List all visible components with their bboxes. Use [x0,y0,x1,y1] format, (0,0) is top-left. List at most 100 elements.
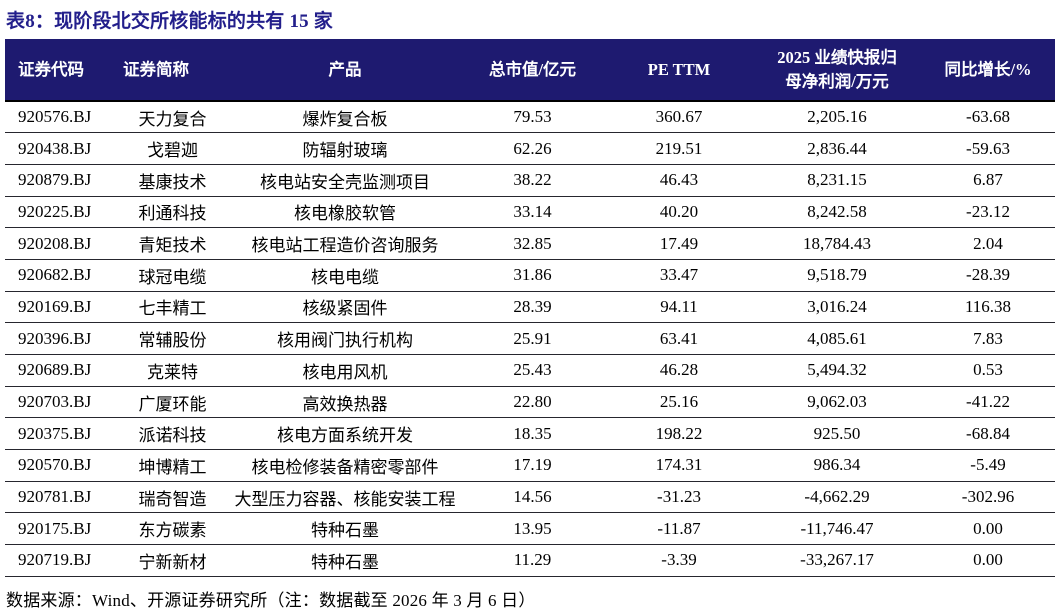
table-cell: 特种石墨 [230,544,460,577]
column-header-net-profit: 2025 业绩快报归 母净利润/万元 [753,39,921,102]
table-cell: 40.20 [605,196,753,229]
table-cell: 920703.BJ [5,386,115,419]
table-cell: -5.49 [921,449,1055,482]
table-cell: 17.19 [460,449,605,482]
table-cell: 瑞奇智造 [115,481,230,514]
header-row: 证券代码 证券简称 产品 总市值/亿元 PE TTM 2025 业绩快报归 母净… [5,39,1055,102]
table-cell: 46.43 [605,164,753,197]
table-cell: 派诺科技 [115,417,230,451]
table-cell: 79.53 [460,101,605,134]
column-header-name: 证券简称 [115,39,230,102]
table-cell: -59.63 [921,132,1055,165]
table-row: 920208.BJ 青矩技术 核电站工程造价咨询服务 32.85 17.49 18,784… [5,227,1055,260]
table-cell: 920375.BJ [5,417,115,451]
table-cell: 116.38 [921,291,1055,324]
table-cell: 25.43 [460,354,605,387]
table-cell: 防辐射玻璃 [230,132,460,165]
table-cell: 920879.BJ [5,164,115,197]
table-row: 920169.BJ 七丰精工 核级紧固件 28.39 94.11 3,016.24 116.… [5,291,1055,324]
table-cell: 克莱特 [115,354,230,387]
table-cell: 920175.BJ [5,512,115,546]
table-cell: 核电用风机 [230,354,460,387]
table-cell: 9,518.79 [753,259,921,292]
table-cell: 常辅股份 [115,322,230,355]
table-cell: 13.95 [460,512,605,546]
table-cell: 0.00 [921,512,1055,546]
table-row: 920175.BJ 东方碳素 特种石墨 13.95 -11.87 -11,746.47 0.… [5,512,1055,546]
table-cell: 3,016.24 [753,291,921,324]
table-cell: 46.28 [605,354,753,387]
table-row: 920576.BJ 天力复合 爆炸复合板 79.53 360.67 2,205.16 -63… [5,101,1055,134]
table-cell: 戈碧迦 [115,132,230,165]
table-row: 920396.BJ 常辅股份 核用阀门执行机构 25.91 63.41 4,085.61 7… [5,322,1055,355]
table-cell: 920169.BJ [5,291,115,324]
table-cell: -3.39 [605,544,753,577]
table-cell: 32.85 [460,227,605,260]
table-cell: 核用阀门执行机构 [230,322,460,355]
table-row: 920682.BJ 球冠电缆 核电电缆 31.86 33.47 9,518.79 -28.3… [5,259,1055,292]
table-cell: 62.26 [460,132,605,165]
table-row: 920438.BJ 戈碧迦 防辐射玻璃 62.26 219.51 2,836.44 -59.… [5,132,1055,165]
table-cell: -68.84 [921,417,1055,451]
table-cell: 18,784.43 [753,227,921,260]
table-cell: -31.23 [605,481,753,514]
table-cell: 七丰精工 [115,291,230,324]
table-cell: -41.22 [921,386,1055,419]
table-header: 证券代码 证券简称 产品 总市值/亿元 PE TTM 2025 业绩快报归 母净… [5,39,1055,102]
table-row: 920225.BJ 利通科技 核电橡胶软管 33.14 40.20 8,242.58 -23… [5,196,1055,229]
table-cell: 986.34 [753,449,921,482]
table-cell: 宁新新材 [115,544,230,577]
table-row: 920781.BJ 瑞奇智造 大型压力容器、核能安装工程 14.56 -31.23 -4,… [5,481,1055,514]
table-cell: 920208.BJ [5,227,115,260]
table-cell: 7.83 [921,322,1055,355]
table-cell: 大型压力容器、核能安装工程 [230,481,460,514]
table-cell: 5,494.32 [753,354,921,387]
column-header-code: 证券代码 [5,39,115,102]
table-cell: 2,836.44 [753,132,921,165]
table-cell: -11,746.47 [753,512,921,546]
table-row: 920703.BJ 广厦环能 高效换热器 22.80 25.16 9,062.03 -41.… [5,386,1055,419]
table-cell: 33.14 [460,196,605,229]
table-cell: -302.96 [921,481,1055,514]
table-cell: 920576.BJ [5,101,115,134]
table-cell: 920396.BJ [5,322,115,355]
column-header-yoy-growth: 同比增长/% [921,39,1055,102]
table-row: 920689.BJ 克莱特 核电用风机 25.43 46.28 5,494.32 0.53 [5,354,1055,387]
table-cell: -23.12 [921,196,1055,229]
table-cell: 28.39 [460,291,605,324]
table-cell: 球冠电缆 [115,259,230,292]
table-cell: 360.67 [605,101,753,134]
table-cell: 2,205.16 [753,101,921,134]
table-cell: 青矩技术 [115,227,230,260]
table-cell: 4,085.61 [753,322,921,355]
table-cell: 利通科技 [115,196,230,229]
table-cell: 核电橡胶软管 [230,196,460,229]
nuclear-stocks-table: 证券代码 证券简称 产品 总市值/亿元 PE TTM 2025 业绩快报归 母净… [5,39,1055,577]
table-cell: 38.22 [460,164,605,197]
table-cell: 8,231.15 [753,164,921,197]
table-cell: 920781.BJ [5,481,115,514]
table-cell: 63.41 [605,322,753,355]
table-cell: 广厦环能 [115,386,230,419]
table-cell: 高效换热器 [230,386,460,419]
table-cell: 2.04 [921,227,1055,260]
column-header-net-profit-line2: 母净利润/万元 [785,71,889,91]
table-body: 920576.BJ 天力复合 爆炸复合板 79.53 360.67 2,205.16 -63… [5,101,1055,577]
table-row: 920570.BJ 坤博精工 核电检修装备精密零部件 17.19 174.31 986.3… [5,449,1055,482]
table-cell: 核电站工程造价咨询服务 [230,227,460,260]
table-cell: 坤博精工 [115,449,230,482]
table-cell: 33.47 [605,259,753,292]
table-cell: 9,062.03 [753,386,921,419]
table-cell: -28.39 [921,259,1055,292]
table-cell: 东方碳素 [115,512,230,546]
column-header-net-profit-line1: 2025 业绩快报归 [777,47,897,67]
table-cell: 174.31 [605,449,753,482]
table-cell: 0.53 [921,354,1055,387]
column-header-pe-ttm: PE TTM [605,39,753,102]
table-cell: 920570.BJ [5,449,115,482]
table-cell: 8,242.58 [753,196,921,229]
table-cell: -63.68 [921,101,1055,134]
table-cell: 22.80 [460,386,605,419]
column-header-product: 产品 [230,39,460,102]
table-cell: 核电电缆 [230,259,460,292]
